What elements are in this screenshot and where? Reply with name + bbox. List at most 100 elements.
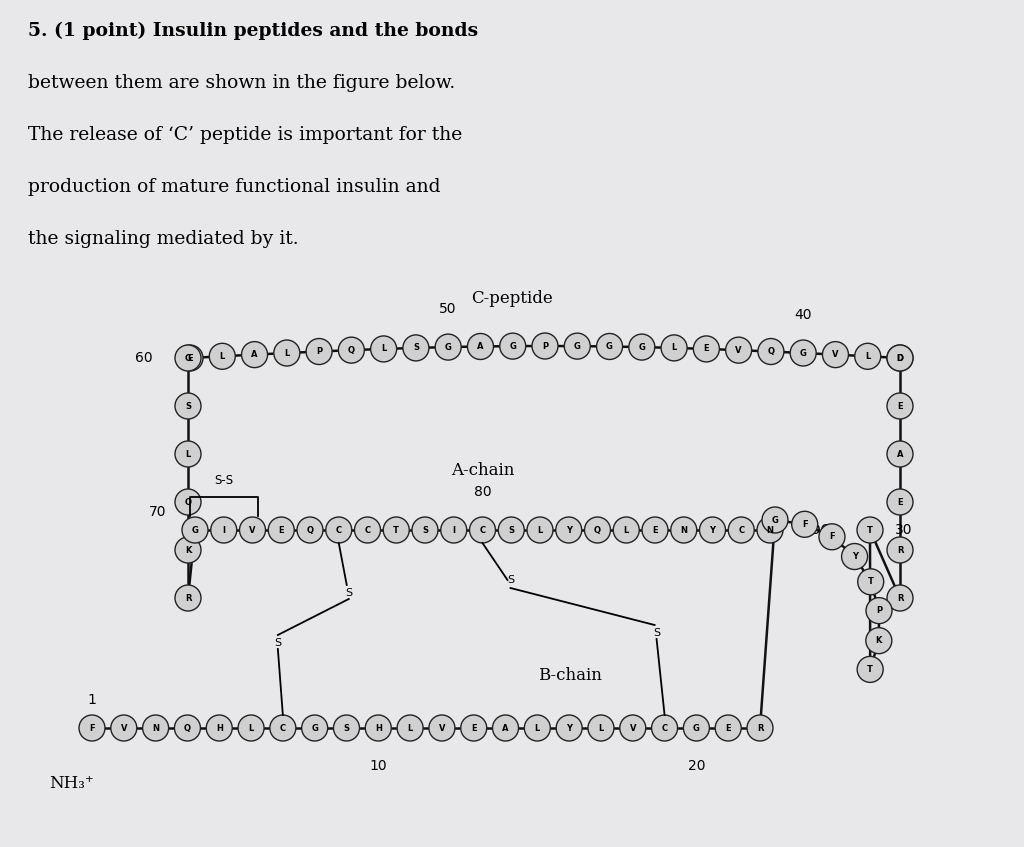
Text: S: S — [413, 343, 419, 352]
Text: L: L — [624, 525, 629, 534]
Text: H: H — [216, 723, 222, 733]
Text: A: A — [477, 342, 483, 351]
Circle shape — [822, 341, 849, 368]
Circle shape — [757, 517, 783, 543]
Text: G: G — [800, 348, 807, 357]
Text: T: T — [867, 525, 872, 534]
Text: between them are shown in the figure below.: between them are shown in the figure bel… — [28, 74, 456, 92]
Circle shape — [887, 489, 913, 515]
Circle shape — [182, 517, 208, 543]
Circle shape — [334, 715, 359, 741]
Circle shape — [175, 345, 201, 371]
Text: N: N — [767, 525, 773, 534]
Circle shape — [211, 517, 237, 543]
Circle shape — [440, 517, 467, 543]
Circle shape — [273, 340, 300, 366]
Circle shape — [662, 335, 687, 361]
Text: E: E — [652, 525, 657, 534]
Text: Q: Q — [348, 346, 355, 355]
Text: L: L — [408, 723, 413, 733]
Circle shape — [371, 336, 396, 362]
Text: L: L — [249, 723, 254, 733]
Text: 1: 1 — [88, 693, 96, 707]
Circle shape — [111, 715, 137, 741]
Text: G: G — [771, 516, 778, 524]
Text: Y: Y — [710, 525, 716, 534]
Text: L: L — [185, 450, 190, 458]
Text: G: G — [693, 723, 699, 733]
Circle shape — [175, 537, 201, 563]
Text: production of mature functional insulin and: production of mature functional insulin … — [28, 178, 440, 196]
Text: S: S — [508, 525, 514, 534]
Text: F: F — [89, 723, 95, 733]
Text: C: C — [662, 723, 668, 733]
Text: K: K — [184, 545, 191, 555]
Circle shape — [699, 517, 725, 543]
Circle shape — [412, 517, 438, 543]
Circle shape — [175, 441, 201, 467]
Text: S: S — [343, 723, 349, 733]
Circle shape — [206, 715, 232, 741]
Text: E: E — [279, 525, 284, 534]
Text: P: P — [876, 606, 882, 615]
Text: E: E — [897, 497, 903, 507]
Text: B-chain: B-chain — [538, 667, 602, 684]
Circle shape — [857, 656, 883, 683]
Circle shape — [857, 517, 883, 543]
Text: G: G — [311, 723, 318, 733]
Text: E: E — [187, 353, 193, 363]
Text: Q: Q — [594, 525, 601, 534]
Text: C: C — [738, 525, 744, 534]
Text: The release of ‘C’ peptide is important for the: The release of ‘C’ peptide is important … — [28, 126, 462, 144]
Circle shape — [620, 715, 646, 741]
Circle shape — [842, 544, 867, 569]
Text: R: R — [757, 723, 763, 733]
Circle shape — [499, 517, 524, 543]
Text: C: C — [280, 723, 286, 733]
Circle shape — [887, 345, 913, 371]
Text: Q: Q — [184, 497, 191, 507]
Circle shape — [268, 517, 294, 543]
Text: Q: Q — [184, 723, 190, 733]
Text: I: I — [222, 525, 225, 534]
Text: Y: Y — [852, 552, 857, 561]
Text: A: A — [503, 723, 509, 733]
Circle shape — [866, 598, 892, 623]
Text: 5. (1 point) Insulin peptides and the bonds: 5. (1 point) Insulin peptides and the bo… — [28, 22, 478, 41]
Circle shape — [524, 715, 550, 741]
Text: F: F — [802, 520, 808, 529]
Text: N: N — [153, 723, 159, 733]
Circle shape — [469, 517, 496, 543]
Circle shape — [866, 628, 892, 654]
Text: E: E — [471, 723, 476, 733]
Circle shape — [429, 715, 455, 741]
Text: NH₃⁺: NH₃⁺ — [49, 774, 94, 791]
Text: A: A — [897, 450, 903, 458]
Circle shape — [726, 337, 752, 363]
Text: 60: 60 — [135, 351, 153, 365]
Text: G: G — [444, 342, 452, 352]
Text: V: V — [249, 525, 256, 534]
Text: 80: 80 — [474, 485, 492, 499]
Circle shape — [693, 336, 720, 362]
Text: G: G — [509, 341, 516, 351]
Circle shape — [556, 715, 582, 741]
Circle shape — [175, 393, 201, 419]
Text: Q: Q — [767, 347, 774, 356]
Text: H: H — [375, 723, 382, 733]
Circle shape — [209, 343, 236, 369]
Text: R: R — [897, 594, 903, 602]
Circle shape — [858, 569, 884, 595]
Text: Y: Y — [566, 723, 572, 733]
Circle shape — [238, 715, 264, 741]
Circle shape — [397, 715, 423, 741]
Text: K: K — [876, 636, 882, 645]
Circle shape — [174, 715, 201, 741]
Text: E: E — [897, 401, 903, 411]
Text: 50: 50 — [439, 302, 457, 316]
Text: L: L — [219, 352, 225, 361]
Circle shape — [819, 523, 845, 550]
Text: G: G — [638, 342, 645, 352]
Circle shape — [242, 341, 267, 368]
Circle shape — [306, 339, 332, 364]
